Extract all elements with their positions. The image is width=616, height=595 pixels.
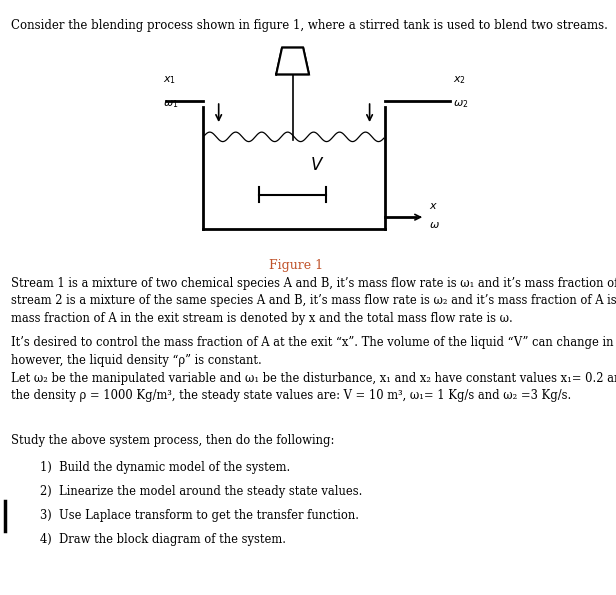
Text: Let ω₂ be the manipulated variable and ω₁ be the disturbance, x₁ and x₂ have con: Let ω₂ be the manipulated variable and ω…: [11, 372, 616, 402]
Text: $V$: $V$: [310, 157, 325, 174]
Text: 1)  Build the dynamic model of the system.: 1) Build the dynamic model of the system…: [40, 461, 290, 474]
Text: 2)  Linearize the model around the steady state values.: 2) Linearize the model around the steady…: [40, 485, 362, 498]
Text: $\omega_2$: $\omega_2$: [453, 98, 468, 110]
Text: Study the above system process, then do the following:: Study the above system process, then do …: [11, 434, 334, 447]
Text: 3)  Use Laplace transform to get the transfer function.: 3) Use Laplace transform to get the tran…: [40, 509, 359, 522]
Polygon shape: [276, 48, 309, 74]
Text: Figure 1: Figure 1: [269, 259, 323, 272]
Text: $\omega$: $\omega$: [429, 220, 440, 230]
Text: It’s desired to control the mass fraction of A at the exit “x”. The volume of th: It’s desired to control the mass fractio…: [11, 336, 616, 367]
Text: $x_1$: $x_1$: [163, 74, 176, 86]
Text: Consider the blending process shown in figure 1, where a stirred tank is used to: Consider the blending process shown in f…: [11, 19, 608, 32]
Text: 4)  Draw the block diagram of the system.: 4) Draw the block diagram of the system.: [40, 533, 286, 546]
Text: $\omega_1$: $\omega_1$: [163, 98, 179, 110]
Text: Stream 1 is a mixture of two chemical species A and B, it’s mass flow rate is ω₁: Stream 1 is a mixture of two chemical sp…: [11, 277, 616, 325]
Text: $x_2$: $x_2$: [453, 74, 466, 86]
Text: $x$: $x$: [429, 201, 439, 211]
